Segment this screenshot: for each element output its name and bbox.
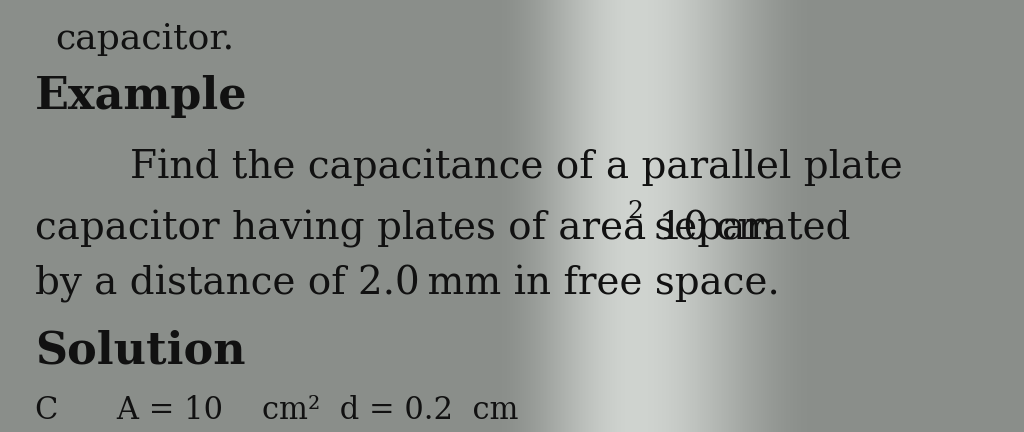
Text: capacitor.: capacitor. bbox=[55, 22, 234, 56]
Text: separated: separated bbox=[642, 210, 850, 247]
Text: Example: Example bbox=[35, 75, 248, 118]
Text: 2: 2 bbox=[628, 200, 644, 223]
Text: by a distance of 2.0 mm in free space.: by a distance of 2.0 mm in free space. bbox=[35, 265, 779, 303]
Text: Find the capacitance of a parallel plate: Find the capacitance of a parallel plate bbox=[130, 148, 903, 185]
Text: Solution: Solution bbox=[35, 330, 246, 373]
Text: capacitor having plates of area 10 cm: capacitor having plates of area 10 cm bbox=[35, 210, 774, 248]
Text: C      A = 10    cm²  d = 0.2  cm: C A = 10 cm² d = 0.2 cm bbox=[35, 395, 518, 426]
